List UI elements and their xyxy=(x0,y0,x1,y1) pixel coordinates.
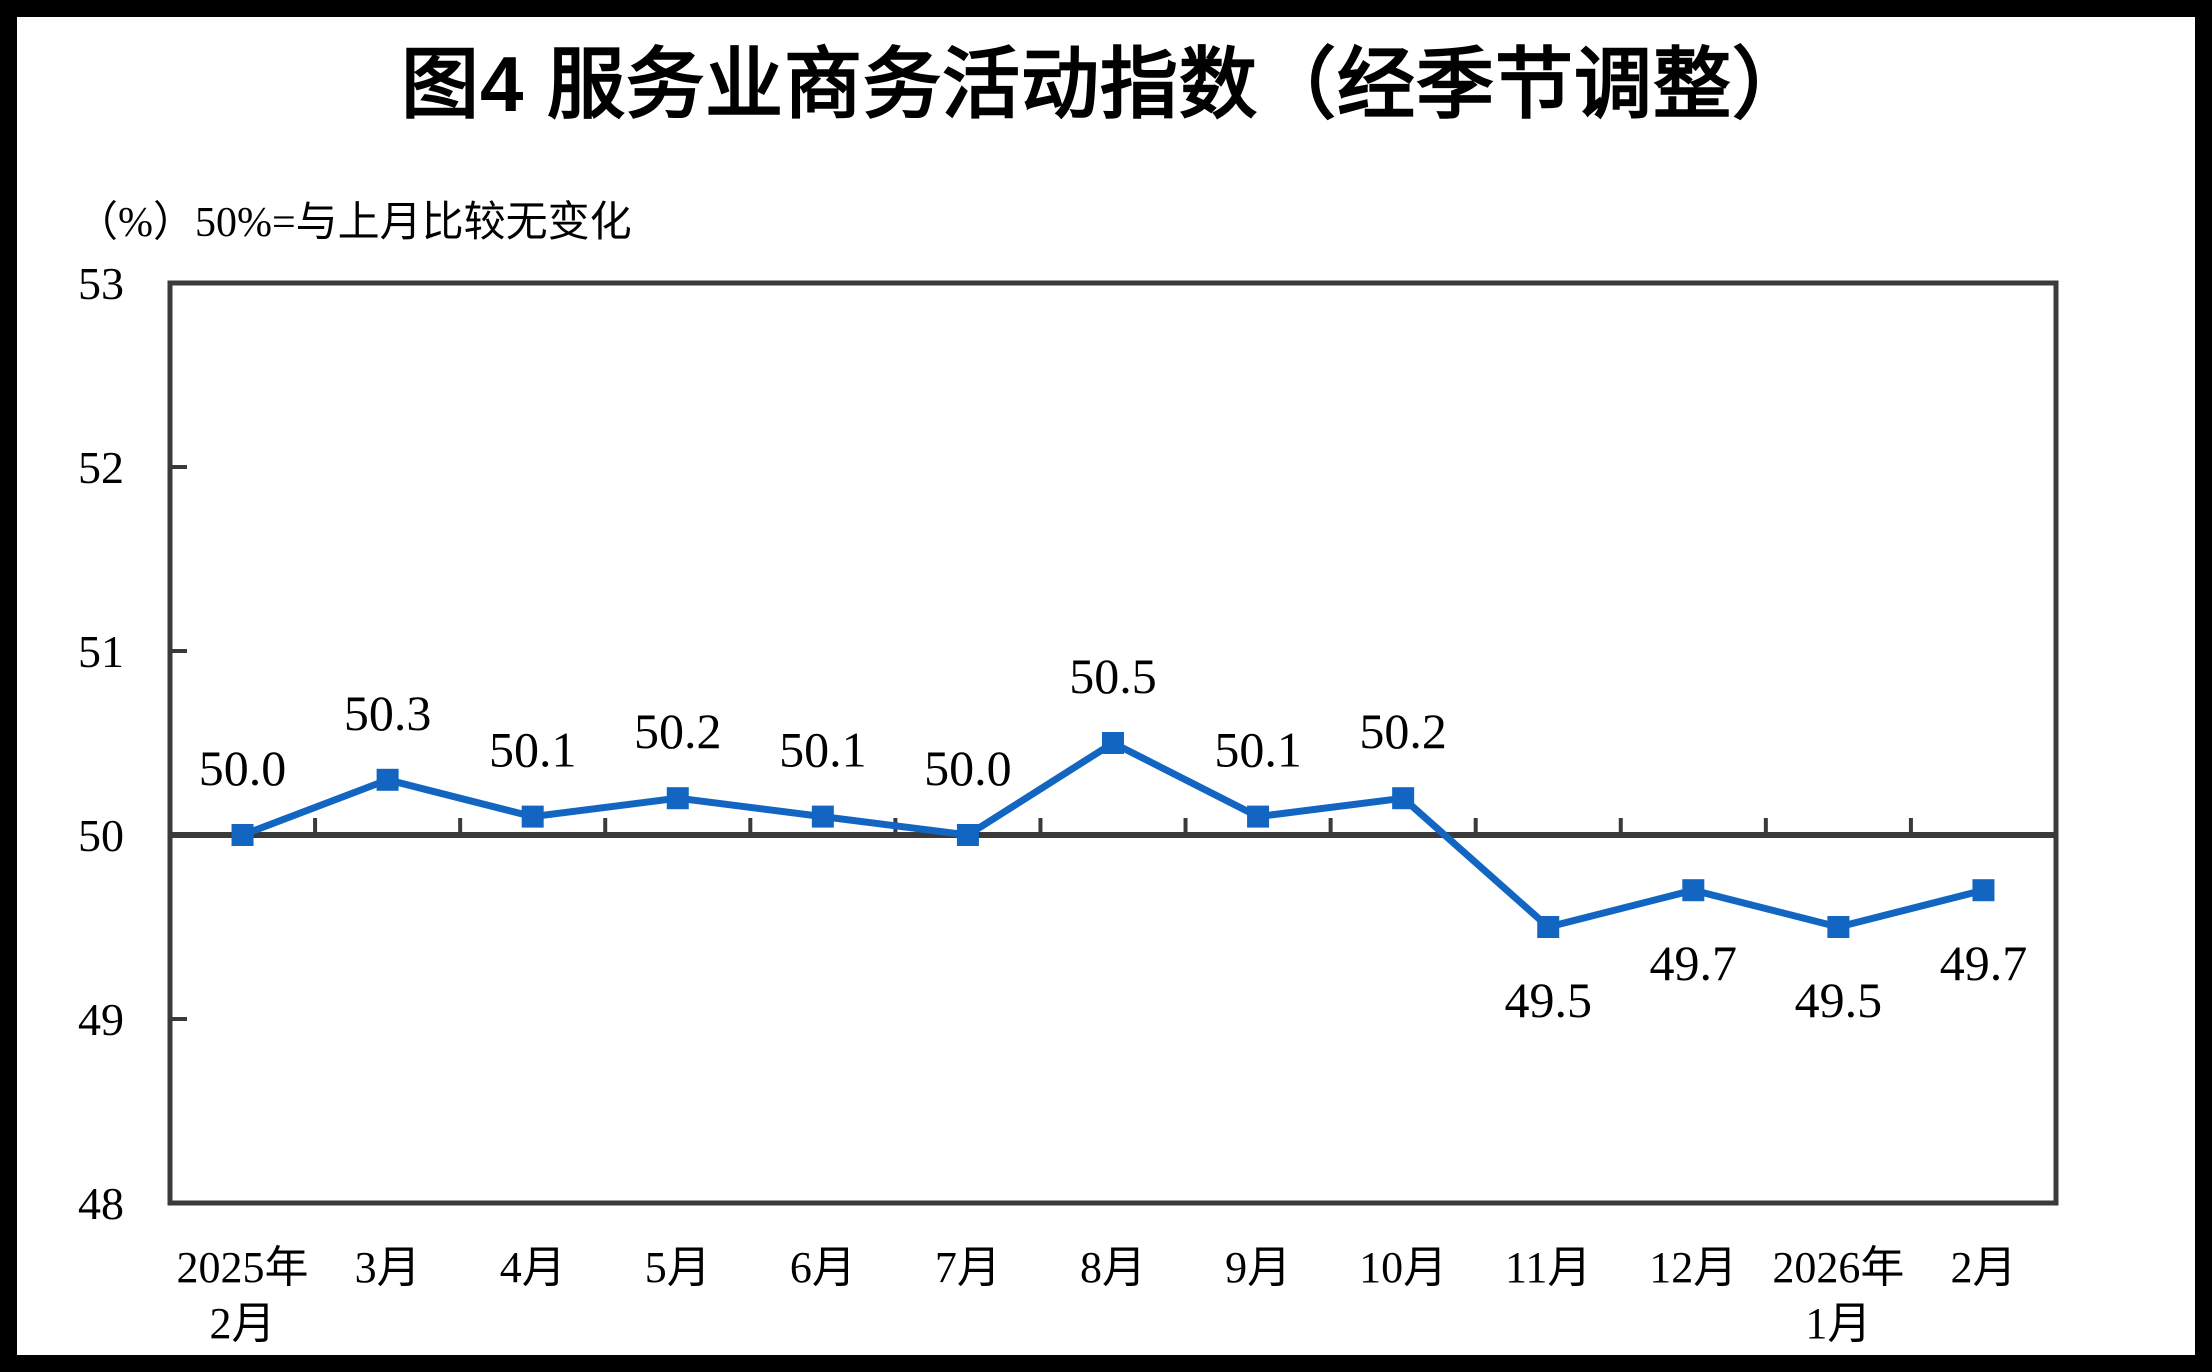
x-axis-tick-label: 6月 xyxy=(790,1243,856,1292)
data-point-marker xyxy=(1827,916,1850,938)
data-point-marker xyxy=(376,768,399,791)
x-axis-tick-label: 2月 xyxy=(210,1299,276,1348)
x-axis-tick-label: 2月 xyxy=(1950,1243,2016,1292)
data-point-label: 50.1 xyxy=(779,722,867,778)
data-point-label: 50.0 xyxy=(924,740,1012,796)
data-point-marker xyxy=(811,805,834,828)
x-axis-tick-label: 5月 xyxy=(645,1243,711,1292)
data-point-marker xyxy=(1247,805,1270,828)
y-axis-tick-label: 48 xyxy=(78,1178,124,1229)
data-point-label: 49.7 xyxy=(1940,935,2028,991)
x-axis-tick-label: 10月 xyxy=(1359,1243,1447,1292)
data-point-marker xyxy=(1102,732,1124,754)
x-axis-tick-label: 2025年 xyxy=(177,1243,309,1292)
data-point-label: 50.1 xyxy=(1214,722,1302,778)
y-axis-tick-label: 50 xyxy=(78,810,124,861)
data-point-label: 50.0 xyxy=(199,740,287,796)
plot-border xyxy=(167,280,2059,1206)
data-point-label: 50.2 xyxy=(634,703,722,759)
data-point-label: 50.3 xyxy=(344,685,432,741)
y-axis-tick-label: 49 xyxy=(78,994,124,1045)
data-point-label: 50.5 xyxy=(1069,648,1157,704)
y-axis-tick-label: 53 xyxy=(78,258,124,309)
data-point-marker xyxy=(666,787,689,810)
x-axis-tick-label: 3月 xyxy=(355,1243,421,1292)
x-axis-tick-label: 12月 xyxy=(1649,1243,1737,1292)
x-axis-tick-label: 4月 xyxy=(500,1243,566,1292)
y-axis-tick-label: 51 xyxy=(78,626,124,677)
data-point-label: 49.5 xyxy=(1504,972,1592,1028)
x-axis-tick-label: 11月 xyxy=(1505,1243,1591,1292)
x-axis-tick-label: 2026年 xyxy=(1772,1243,1904,1292)
y-axis-tick-label: 52 xyxy=(78,442,124,493)
data-point-label: 50.1 xyxy=(489,722,577,778)
data-point-marker xyxy=(1537,916,1560,938)
data-point-label: 49.7 xyxy=(1650,935,1738,991)
data-point-marker xyxy=(1972,879,1995,902)
data-point-marker xyxy=(1682,879,1705,902)
data-point-marker xyxy=(956,824,979,846)
axis-unit-note: （%）50%=与上月比较无变化 xyxy=(76,200,632,246)
chart-title: 图4 服务业商务活动指数（经季节调整） xyxy=(400,40,1812,128)
x-axis-tick-label: 1月 xyxy=(1805,1299,1871,1348)
data-point-marker xyxy=(521,805,544,828)
x-axis-tick-label: 8月 xyxy=(1080,1243,1146,1292)
x-axis-tick-label: 7月 xyxy=(935,1243,1001,1292)
data-point-marker xyxy=(1392,787,1415,810)
data-point-marker xyxy=(231,824,254,846)
data-point-label: 50.2 xyxy=(1359,703,1447,759)
x-axis-tick-label: 9月 xyxy=(1225,1243,1291,1292)
data-point-label: 49.5 xyxy=(1795,972,1883,1028)
